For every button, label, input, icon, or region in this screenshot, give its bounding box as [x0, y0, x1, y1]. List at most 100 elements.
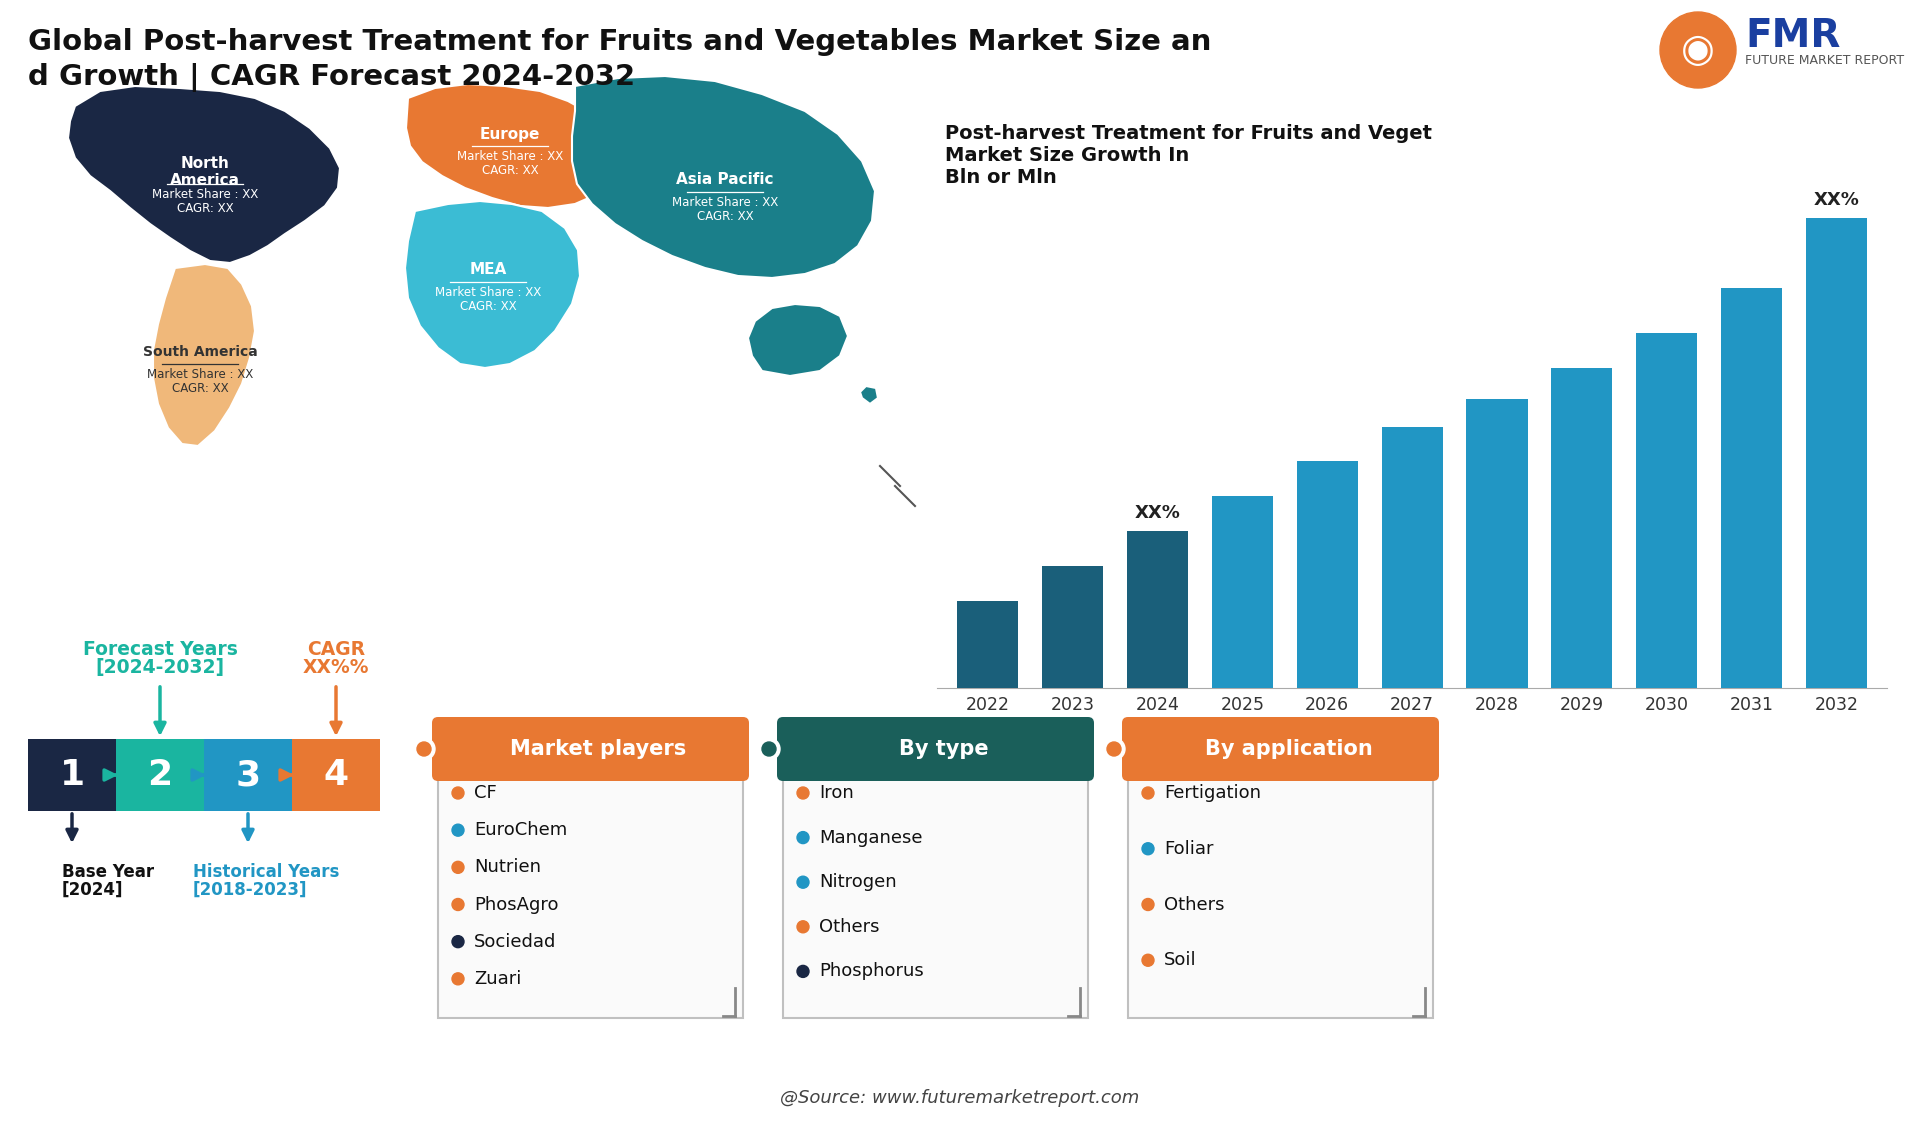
Text: [2024]: [2024]	[61, 881, 123, 898]
Text: Sociedad: Sociedad	[474, 933, 557, 951]
Polygon shape	[860, 386, 877, 405]
Text: Market Share : XX: Market Share : XX	[672, 196, 778, 210]
FancyBboxPatch shape	[778, 717, 1094, 782]
Text: Foliar: Foliar	[1164, 840, 1213, 857]
Circle shape	[1661, 11, 1736, 88]
Bar	[1551, 368, 1613, 688]
Text: FUTURE MARKET REPORT: FUTURE MARKET REPORT	[1745, 54, 1905, 66]
Text: CAGR: XX: CAGR: XX	[697, 210, 753, 222]
Polygon shape	[67, 86, 340, 262]
Text: Zuari: Zuari	[474, 970, 522, 988]
Text: Nutrien: Nutrien	[474, 858, 541, 877]
Polygon shape	[572, 76, 876, 278]
Text: Soil: Soil	[1164, 951, 1196, 970]
Circle shape	[1142, 842, 1154, 855]
Text: By application: By application	[1204, 739, 1373, 759]
Text: XX%: XX%	[1814, 191, 1859, 210]
Bar	[1212, 496, 1273, 688]
FancyBboxPatch shape	[783, 775, 1089, 1018]
Text: 4: 4	[323, 758, 349, 792]
Circle shape	[451, 862, 465, 873]
Circle shape	[797, 787, 808, 799]
Text: XX%: XX%	[1135, 504, 1181, 523]
Text: Historical Years: Historical Years	[194, 863, 340, 881]
Circle shape	[797, 877, 808, 888]
Text: 1: 1	[60, 758, 84, 792]
Circle shape	[451, 824, 465, 837]
Circle shape	[1142, 787, 1154, 799]
Bar	[1636, 332, 1697, 688]
Bar	[1467, 399, 1528, 688]
Bar	[1382, 426, 1442, 688]
Circle shape	[417, 741, 430, 756]
Text: CAGR: XX: CAGR: XX	[177, 202, 234, 214]
Circle shape	[1102, 738, 1125, 760]
Text: North
America: North America	[171, 156, 240, 188]
Text: EuroChem: EuroChem	[474, 822, 566, 839]
Text: By type: By type	[899, 739, 989, 759]
Text: FMR: FMR	[1745, 17, 1841, 55]
Text: CF: CF	[474, 784, 497, 802]
Bar	[958, 601, 1018, 688]
Text: 3: 3	[236, 758, 261, 792]
Text: Global Post-harvest Treatment for Fruits and Vegetables Market Size an: Global Post-harvest Treatment for Fruits…	[29, 28, 1212, 56]
FancyBboxPatch shape	[438, 775, 743, 1018]
Polygon shape	[749, 304, 849, 376]
Text: d Growth | CAGR Forecast 2024-2032: d Growth | CAGR Forecast 2024-2032	[29, 63, 636, 92]
Text: @Source: www.futuremarketreport.com: @Source: www.futuremarketreport.com	[780, 1089, 1140, 1107]
Text: Fertigation: Fertigation	[1164, 784, 1261, 802]
Circle shape	[451, 898, 465, 911]
Circle shape	[451, 787, 465, 799]
Text: CAGR: XX: CAGR: XX	[171, 382, 228, 394]
Text: Post-harvest Treatment for Fruits and Veget
Market Size Growth In
Bln or Mln: Post-harvest Treatment for Fruits and Ve…	[945, 124, 1432, 187]
Bar	[1296, 462, 1357, 688]
Text: Base Year: Base Year	[61, 863, 154, 881]
Text: CAGR: CAGR	[307, 639, 365, 659]
Circle shape	[413, 738, 436, 760]
Bar	[1043, 566, 1104, 688]
Circle shape	[758, 738, 780, 760]
Circle shape	[1142, 898, 1154, 911]
Text: Europe: Europe	[480, 126, 540, 141]
Text: [2024-2032]: [2024-2032]	[96, 658, 225, 677]
Text: Market players: Market players	[511, 739, 687, 759]
FancyBboxPatch shape	[29, 739, 115, 811]
Text: Phosphorus: Phosphorus	[820, 963, 924, 980]
Polygon shape	[405, 84, 622, 209]
Circle shape	[797, 920, 808, 933]
Circle shape	[451, 935, 465, 948]
FancyBboxPatch shape	[1129, 775, 1432, 1018]
Bar	[1127, 531, 1188, 688]
Text: South America: South America	[142, 345, 257, 359]
Circle shape	[1108, 741, 1121, 756]
Text: Iron: Iron	[820, 784, 854, 802]
Text: [2018-2023]: [2018-2023]	[194, 881, 307, 898]
Text: Market Share : XX: Market Share : XX	[152, 188, 257, 202]
Circle shape	[451, 973, 465, 984]
Text: Forecast Years: Forecast Years	[83, 639, 238, 659]
Text: Others: Others	[820, 918, 879, 936]
Bar	[1807, 218, 1866, 688]
Circle shape	[797, 832, 808, 843]
Text: MEA: MEA	[468, 262, 507, 277]
Text: Market Share : XX: Market Share : XX	[434, 286, 541, 299]
FancyBboxPatch shape	[292, 739, 380, 811]
Text: Market Share : XX: Market Share : XX	[457, 150, 563, 164]
Text: CAGR: XX: CAGR: XX	[459, 299, 516, 313]
FancyBboxPatch shape	[115, 739, 204, 811]
Circle shape	[1142, 955, 1154, 966]
Polygon shape	[405, 201, 580, 368]
Polygon shape	[154, 264, 255, 446]
Text: XX%%: XX%%	[303, 658, 369, 677]
Text: ◉: ◉	[1682, 31, 1715, 69]
Text: Manganese: Manganese	[820, 829, 922, 847]
Text: PhosAgro: PhosAgro	[474, 895, 559, 913]
FancyBboxPatch shape	[1121, 717, 1438, 782]
Circle shape	[762, 741, 776, 756]
Text: Nitrogen: Nitrogen	[820, 873, 897, 892]
Circle shape	[797, 965, 808, 978]
Text: 2: 2	[148, 758, 173, 792]
FancyBboxPatch shape	[432, 717, 749, 782]
Bar	[1720, 288, 1782, 688]
Text: CAGR: XX: CAGR: XX	[482, 164, 538, 176]
